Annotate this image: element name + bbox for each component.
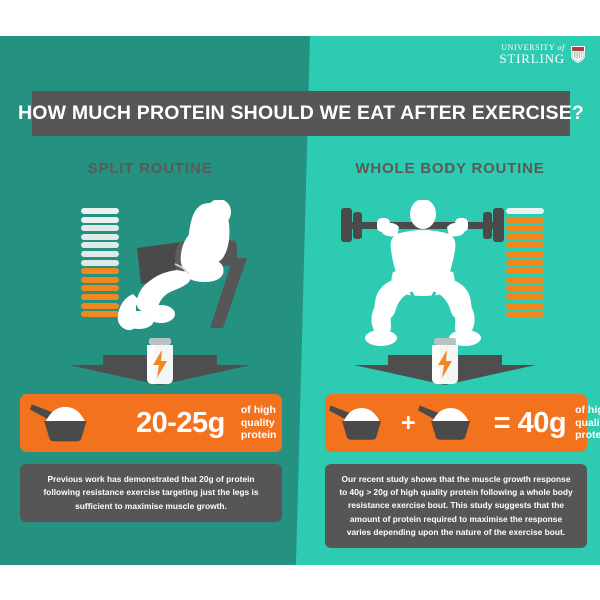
- meter-segment: [81, 311, 119, 318]
- meter-segment: [81, 250, 119, 257]
- shield-crest-icon: [570, 45, 586, 64]
- meter-segment: [506, 311, 544, 318]
- page-title: HOW MUCH PROTEIN SHOULD WE EAT AFTER EXE…: [17, 102, 585, 124]
- meter-segment: [81, 268, 119, 275]
- dose-panel-split: 20-25g of high quality protein: [20, 394, 282, 452]
- qualifier-line: protein: [575, 429, 600, 442]
- meter-segment: [506, 268, 544, 275]
- meter-segment: [506, 302, 544, 309]
- meter-segment: [81, 302, 119, 309]
- meter-segment: [81, 259, 119, 266]
- qualifier-line: quality: [575, 416, 600, 429]
- protein-meter-whole-body: [506, 208, 544, 318]
- dose-qualifier-split: of high quality protein: [241, 404, 277, 441]
- meter-segment: [506, 225, 544, 232]
- meter-segment: [506, 233, 544, 240]
- meter-segment: [81, 276, 119, 283]
- dose-amount-whole-body: = 40g: [493, 406, 567, 439]
- meter-segment: [506, 216, 544, 223]
- barbell-squat-exercise-icon: [335, 199, 510, 350]
- qualifier-line: of high: [240, 404, 276, 417]
- main-title-banner: HOW MUCH PROTEIN SHOULD WE EAT AFTER EXE…: [18, 91, 584, 136]
- protein-scoop-icon: [329, 401, 399, 446]
- note-whole-body: Our recent study shows that the muscle g…: [325, 464, 587, 548]
- meter-segment: [506, 208, 544, 214]
- qualifier-line: of high: [575, 404, 600, 417]
- university-logo: UNIVERSITY of STIRLING: [499, 44, 586, 65]
- dose-qualifier-whole-body: of high quality protein: [575, 404, 600, 441]
- meter-segment: [506, 285, 544, 292]
- meter-segment: [81, 216, 119, 223]
- protein-supplement-jar-icon: [143, 338, 177, 385]
- note-split: Previous work has demonstrated that 20g …: [20, 464, 282, 522]
- meter-segment: [506, 276, 544, 283]
- meter-segment: [506, 250, 544, 257]
- column-title-whole-body: WHOLE BODY ROUTINE: [355, 160, 545, 177]
- meter-segment: [81, 285, 119, 292]
- lightning-bolt-icon: [153, 350, 167, 378]
- logo-line-stirling: STIRLING: [499, 51, 565, 66]
- protein-scoop-icon: [417, 401, 488, 446]
- meter-segment: [506, 242, 544, 249]
- protein-meter-split: [81, 208, 119, 318]
- meter-segment: [81, 293, 119, 300]
- lightning-bolt-icon: [438, 350, 452, 378]
- protein-supplement-jar-icon: [428, 338, 462, 385]
- meter-segment: [81, 242, 119, 249]
- dose-amount-split: 20-25g: [136, 406, 225, 439]
- meter-segment: [506, 259, 544, 266]
- logo-line-university: UNIVERSITY of: [501, 43, 565, 52]
- plus-operator: +: [401, 408, 416, 437]
- logo-wordmark: UNIVERSITY of STIRLING: [499, 43, 565, 66]
- qualifier-line: quality: [240, 416, 275, 429]
- meter-segment: [81, 208, 119, 214]
- qualifier-line: protein: [240, 429, 277, 442]
- meter-segment: [506, 293, 544, 300]
- meter-segment: [81, 225, 119, 232]
- protein-scoop-icon: [30, 399, 106, 448]
- leg-extension-exercise-icon: [115, 199, 305, 345]
- dose-panel-whole-body: + = 40g of high quality protein: [325, 394, 600, 452]
- column-title-split: SPLIT ROUTINE: [87, 160, 213, 177]
- meter-segment: [81, 233, 119, 240]
